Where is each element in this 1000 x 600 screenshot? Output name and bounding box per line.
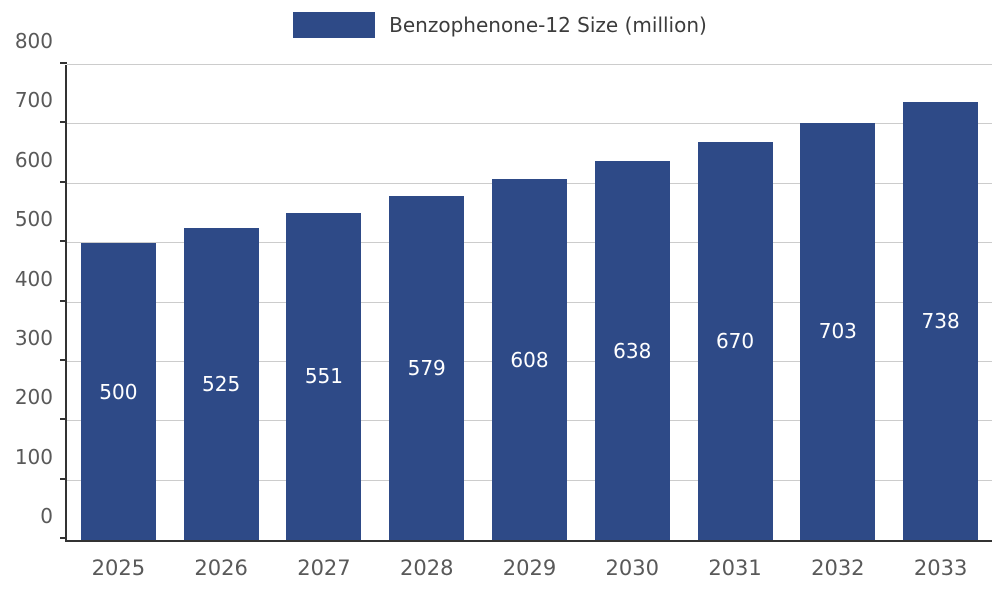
bar-2033: 738 xyxy=(903,101,979,540)
y-tick-label: 200 xyxy=(14,385,53,410)
bar-2029: 608 xyxy=(491,179,567,540)
gridline xyxy=(67,64,992,65)
y-tick-label: 100 xyxy=(14,444,53,469)
legend-label: Benzophenone-12 Size (million) xyxy=(389,13,707,37)
y-tick-mark xyxy=(60,418,67,421)
bar-value-label: 500 xyxy=(99,379,138,404)
y-tick-mark xyxy=(60,240,67,243)
x-tick-label: 2032 xyxy=(811,556,865,580)
x-tick-label: 2025 xyxy=(91,556,146,580)
x-tick-label: 2030 xyxy=(605,556,659,580)
plot-area: 0 100 200 300 400 500 600 700 800 500 2025 525 2026 5… xyxy=(15,29,992,580)
chart-legend: Benzophenone-12 Size (million) xyxy=(0,12,1000,38)
x-tick-label: 2031 xyxy=(708,556,762,580)
y-tick-label: 0 xyxy=(40,504,53,528)
bar-value-label: 703 xyxy=(818,319,857,344)
y-tick-mark xyxy=(60,477,67,480)
bar-2031: 670 xyxy=(697,142,773,540)
y-tick-label: 300 xyxy=(14,325,53,350)
y-tick-label: 800 xyxy=(14,29,53,53)
bar-value-label: 738 xyxy=(921,308,960,333)
bar-value-label: 551 xyxy=(304,364,344,389)
y-tick-mark xyxy=(60,180,67,183)
x-tick-label: 2029 xyxy=(502,556,557,580)
bar-2027: 551 xyxy=(286,212,362,540)
bar-2026: 525 xyxy=(183,228,259,540)
y-tick-mark xyxy=(60,537,67,539)
y-tick-label: 400 xyxy=(14,266,53,291)
bar-2030: 638 xyxy=(594,161,670,540)
x-tick-label: 2027 xyxy=(297,556,351,580)
bar-value-label: 525 xyxy=(202,372,241,397)
x-tick-label: 2026 xyxy=(194,556,248,580)
bar-value-label: 579 xyxy=(407,356,446,381)
gridline xyxy=(67,123,992,125)
bar-value-label: 638 xyxy=(613,338,652,363)
y-tick-label: 700 xyxy=(14,88,53,113)
bar-value-label: 670 xyxy=(715,329,755,354)
legend-swatch xyxy=(293,12,376,38)
bar-2028: 579 xyxy=(389,196,465,540)
bar-2032: 703 xyxy=(800,122,876,540)
bar-2025: 500 xyxy=(80,243,156,540)
y-tick-mark xyxy=(60,121,67,124)
y-tick-label: 600 xyxy=(14,147,53,172)
x-tick-label: 2033 xyxy=(913,556,968,580)
x-tick-label: 2028 xyxy=(399,556,454,580)
y-tick-label: 500 xyxy=(14,207,53,232)
y-tick-mark xyxy=(60,62,67,64)
y-tick-mark xyxy=(60,358,67,361)
bar-value-label: 608 xyxy=(510,347,549,372)
y-tick-mark xyxy=(60,299,67,302)
